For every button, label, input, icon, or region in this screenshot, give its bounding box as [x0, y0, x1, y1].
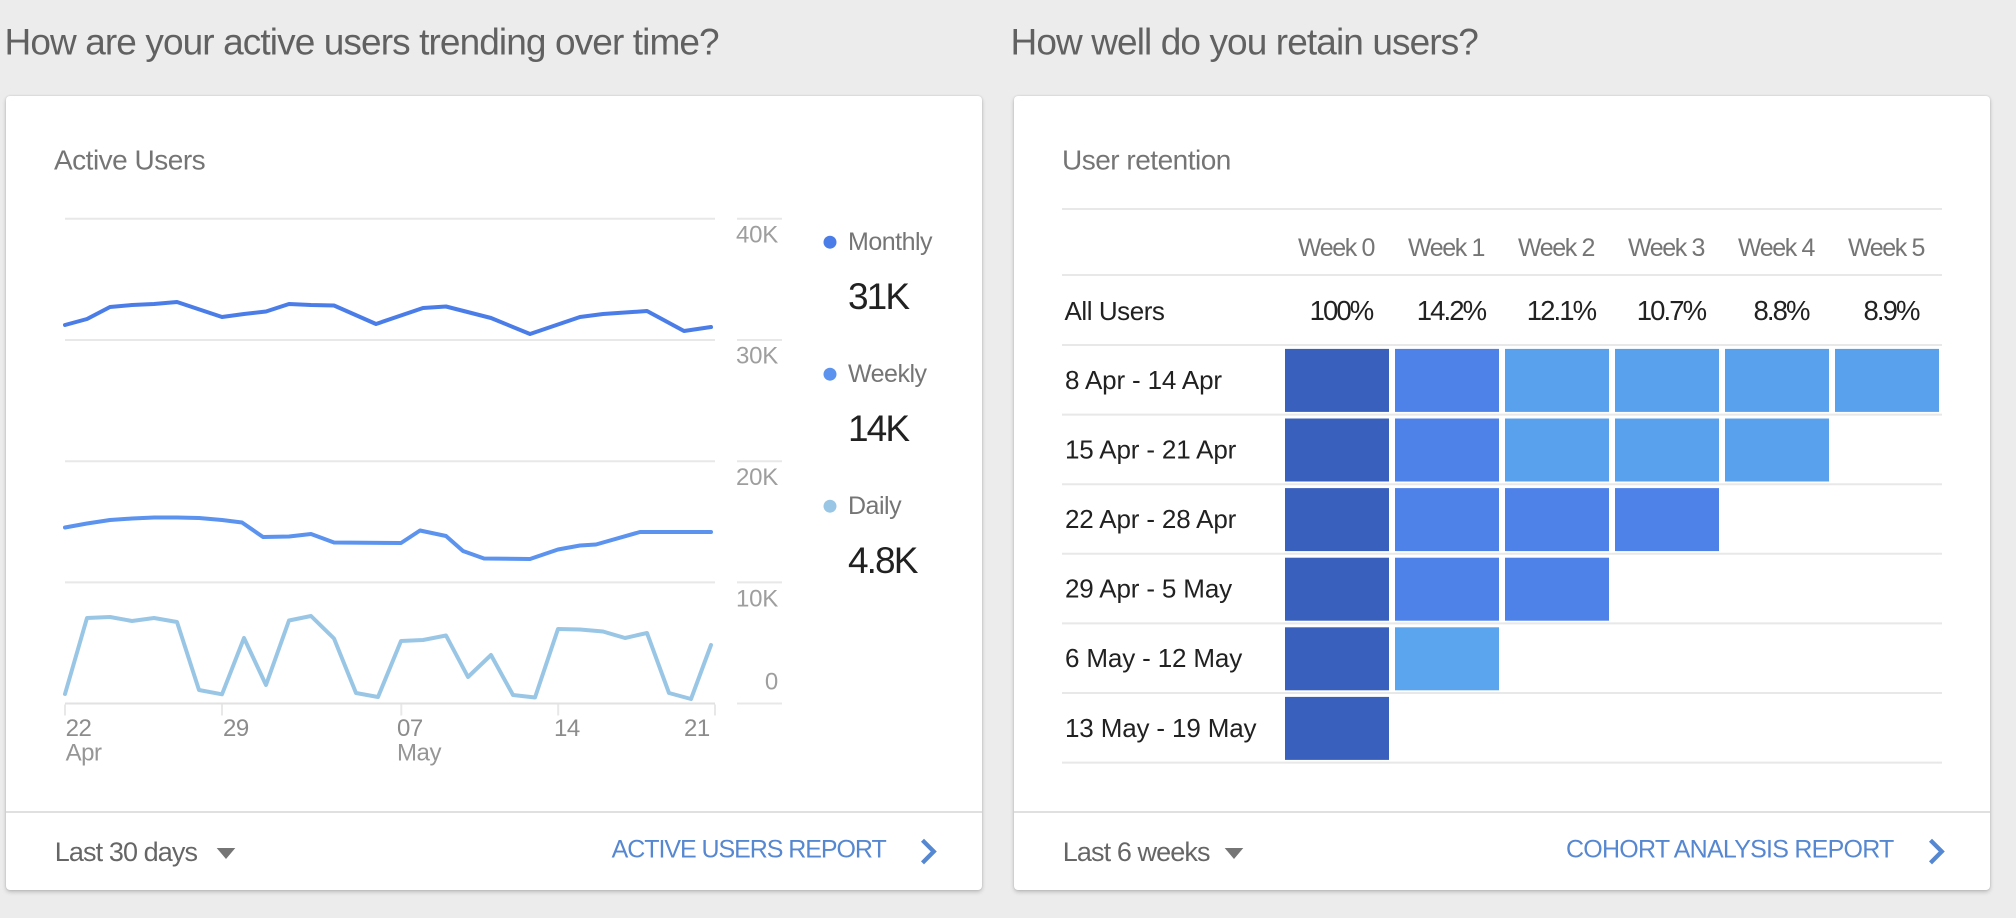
svg-text:14K: 14K: [848, 408, 910, 449]
svg-text:Week 4: Week 4: [1738, 234, 1815, 262]
svg-text:15 Apr - 21 Apr: 15 Apr - 21 Apr: [1065, 434, 1237, 464]
svg-text:Active Users: Active Users: [54, 145, 205, 176]
svg-text:Last 30 days: Last 30 days: [55, 837, 198, 867]
svg-text:10.7%: 10.7%: [1637, 295, 1707, 326]
svg-text:Daily: Daily: [848, 492, 902, 520]
svg-text:Week 3: Week 3: [1628, 234, 1704, 262]
svg-text:31K: 31K: [848, 276, 910, 317]
svg-text:30K: 30K: [736, 343, 778, 370]
svg-text:40K: 40K: [736, 222, 778, 249]
svg-text:Week 2: Week 2: [1518, 234, 1594, 262]
svg-text:Monthly: Monthly: [848, 228, 933, 256]
svg-text:12.1%: 12.1%: [1527, 295, 1597, 326]
svg-text:14.2%: 14.2%: [1417, 295, 1487, 326]
svg-text:10K: 10K: [736, 585, 778, 612]
svg-text:29 Apr - 5 May: 29 Apr - 5 May: [1065, 574, 1232, 604]
svg-text:COHORT ANALYSIS REPORT: COHORT ANALYSIS REPORT: [1566, 836, 1894, 864]
svg-text:14: 14: [554, 715, 580, 742]
svg-text:29: 29: [223, 715, 249, 742]
svg-text:0: 0: [765, 669, 778, 696]
svg-text:Last 6 weeks: Last 6 weeks: [1063, 837, 1210, 867]
svg-text:Week 1: Week 1: [1408, 234, 1484, 262]
svg-text:21: 21: [684, 715, 710, 742]
svg-text:22 Apr - 28 Apr: 22 Apr - 28 Apr: [1065, 504, 1237, 534]
svg-text:8 Apr - 14 Apr: 8 Apr - 14 Apr: [1065, 365, 1222, 395]
svg-text:User retention: User retention: [1062, 145, 1231, 176]
svg-text:Weekly: Weekly: [848, 360, 928, 388]
svg-text:8.9%: 8.9%: [1863, 295, 1920, 326]
svg-text:May: May: [397, 740, 441, 767]
svg-text:Week 5: Week 5: [1848, 234, 1924, 262]
svg-text:How well do you retain users?: How well do you retain users?: [1011, 21, 1479, 62]
svg-text:100%: 100%: [1310, 295, 1374, 326]
svg-text:6 May - 12 May: 6 May - 12 May: [1065, 643, 1242, 673]
svg-text:Apr: Apr: [66, 740, 102, 767]
svg-text:20K: 20K: [736, 464, 778, 491]
svg-text:4.8K: 4.8K: [848, 540, 919, 581]
svg-text:22: 22: [66, 715, 92, 742]
svg-text:How are your active users tren: How are your active users trending over …: [5, 21, 720, 62]
svg-text:13 May - 19 May: 13 May - 19 May: [1065, 713, 1257, 743]
svg-text:All Users: All Users: [1065, 296, 1165, 326]
svg-text:8.8%: 8.8%: [1753, 295, 1810, 326]
svg-text:Week 0: Week 0: [1298, 234, 1374, 262]
svg-text:07: 07: [397, 715, 423, 742]
svg-text:ACTIVE USERS REPORT: ACTIVE USERS REPORT: [612, 836, 887, 864]
